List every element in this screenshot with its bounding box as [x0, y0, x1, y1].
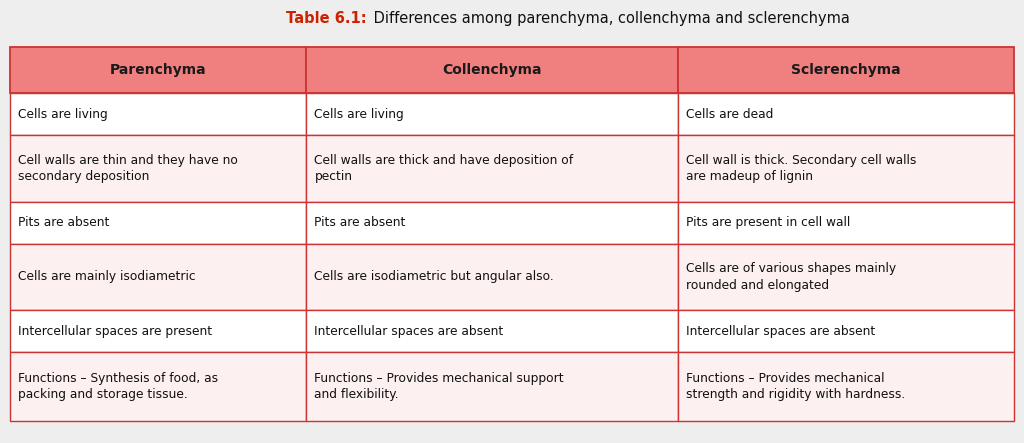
FancyBboxPatch shape: [10, 352, 306, 421]
FancyBboxPatch shape: [678, 93, 1014, 135]
Text: Table 6.1:: Table 6.1:: [286, 11, 367, 26]
Text: Cell walls are thin and they have no
secondary deposition: Cell walls are thin and they have no sec…: [18, 154, 239, 183]
FancyBboxPatch shape: [678, 135, 1014, 202]
Text: Intercellular spaces are absent: Intercellular spaces are absent: [686, 325, 876, 338]
Text: Intercellular spaces are absent: Intercellular spaces are absent: [314, 325, 504, 338]
Text: Pits are present in cell wall: Pits are present in cell wall: [686, 216, 850, 229]
FancyBboxPatch shape: [10, 135, 306, 202]
FancyBboxPatch shape: [10, 244, 306, 310]
Text: Cells are isodiametric but angular also.: Cells are isodiametric but angular also.: [314, 270, 554, 284]
FancyBboxPatch shape: [306, 310, 678, 352]
Text: Collenchyma: Collenchyma: [442, 63, 542, 77]
Text: Functions – Synthesis of food, as
packing and storage tissue.: Functions – Synthesis of food, as packin…: [18, 372, 218, 401]
FancyBboxPatch shape: [306, 202, 678, 244]
Text: Cells are dead: Cells are dead: [686, 108, 773, 120]
Text: Intercellular spaces are present: Intercellular spaces are present: [18, 325, 213, 338]
Text: Cell wall is thick. Secondary cell walls
are madeup of lignin: Cell wall is thick. Secondary cell walls…: [686, 154, 916, 183]
FancyBboxPatch shape: [10, 93, 306, 135]
FancyBboxPatch shape: [306, 93, 678, 135]
FancyBboxPatch shape: [10, 310, 306, 352]
Text: Cells are living: Cells are living: [18, 108, 109, 120]
Text: Cells are living: Cells are living: [314, 108, 404, 120]
Text: Functions – Provides mechanical support
and flexibility.: Functions – Provides mechanical support …: [314, 372, 564, 401]
Text: Pits are absent: Pits are absent: [18, 216, 110, 229]
FancyBboxPatch shape: [306, 47, 678, 93]
Text: Cell walls are thick and have deposition of
pectin: Cell walls are thick and have deposition…: [314, 154, 573, 183]
FancyBboxPatch shape: [678, 352, 1014, 421]
FancyBboxPatch shape: [10, 47, 306, 93]
FancyBboxPatch shape: [10, 202, 306, 244]
FancyBboxPatch shape: [306, 352, 678, 421]
Text: Differences among parenchyma, collenchyma and sclerenchyma: Differences among parenchyma, collenchym…: [369, 11, 850, 26]
Text: Parenchyma: Parenchyma: [110, 63, 207, 77]
Text: Cells are mainly isodiametric: Cells are mainly isodiametric: [18, 270, 196, 284]
Text: Functions – Provides mechanical
strength and rigidity with hardness.: Functions – Provides mechanical strength…: [686, 372, 905, 401]
Text: Sclerenchyma: Sclerenchyma: [791, 63, 900, 77]
FancyBboxPatch shape: [678, 47, 1014, 93]
FancyBboxPatch shape: [678, 244, 1014, 310]
FancyBboxPatch shape: [306, 135, 678, 202]
FancyBboxPatch shape: [678, 310, 1014, 352]
Text: Cells are of various shapes mainly
rounded and elongated: Cells are of various shapes mainly round…: [686, 262, 896, 291]
Text: Pits are absent: Pits are absent: [314, 216, 406, 229]
FancyBboxPatch shape: [678, 202, 1014, 244]
FancyBboxPatch shape: [306, 244, 678, 310]
